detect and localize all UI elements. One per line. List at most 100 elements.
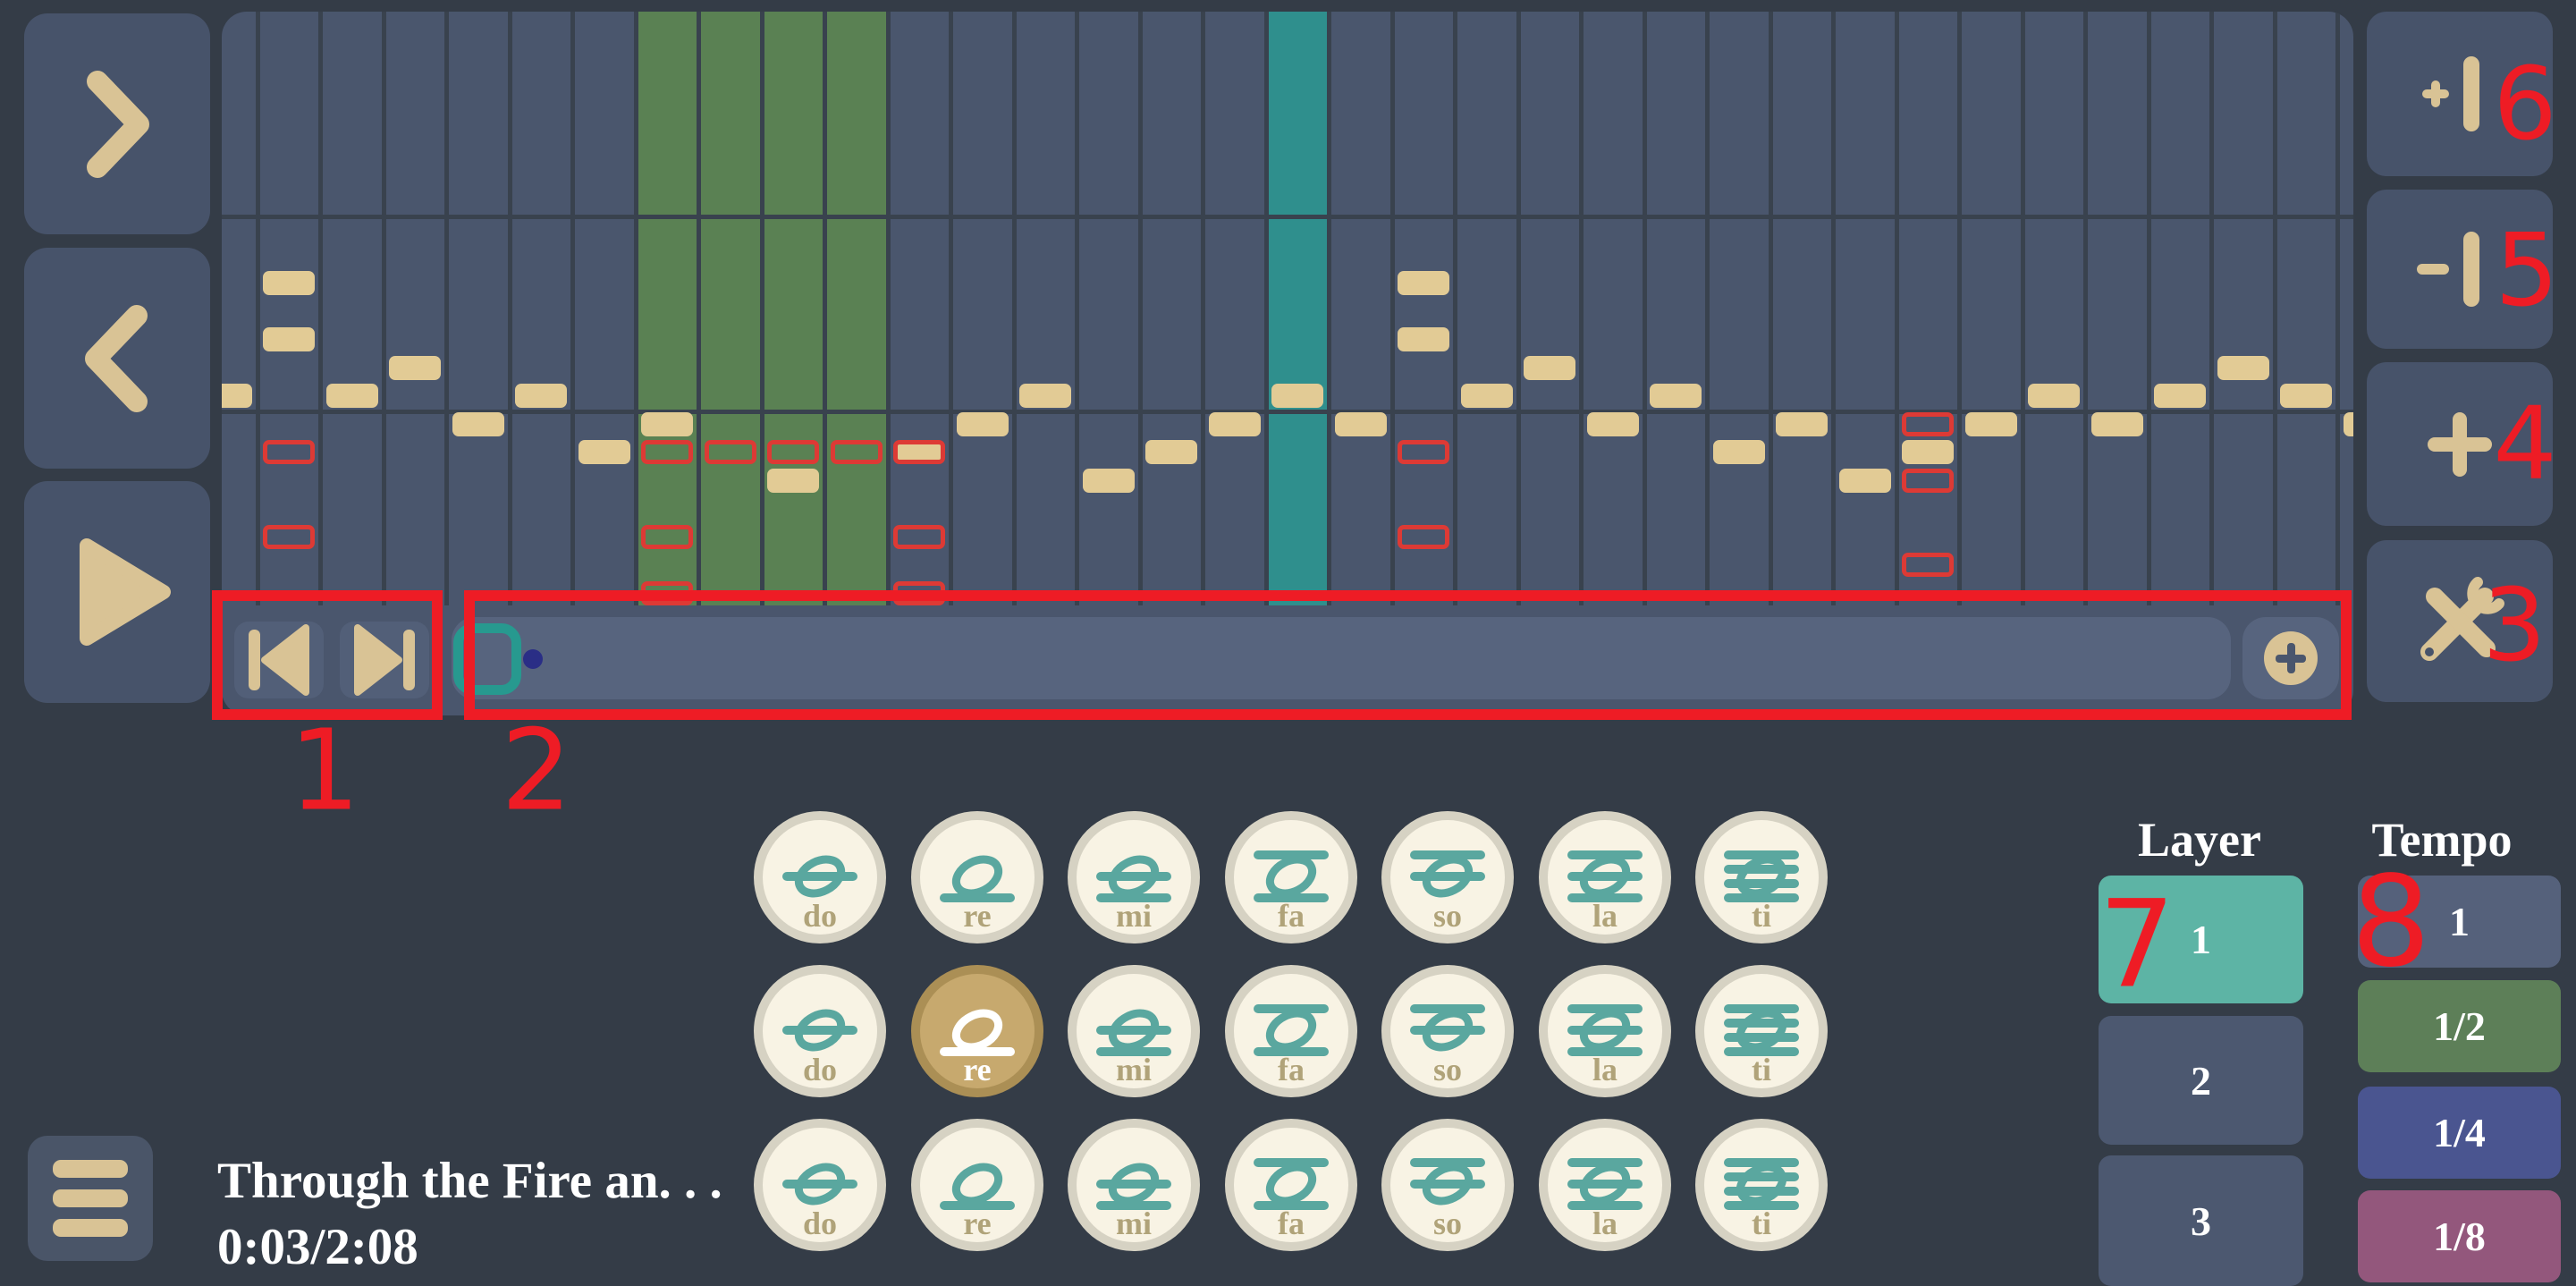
note-hit[interactable] — [222, 384, 252, 408]
note-hit[interactable] — [1398, 327, 1449, 351]
note-hit[interactable] — [452, 411, 504, 436]
menu-button[interactable] — [28, 1136, 153, 1261]
note-button-mi[interactable]: mi — [1068, 811, 1200, 943]
note-hit[interactable] — [1398, 271, 1449, 295]
note-button-do[interactable]: do — [754, 1119, 886, 1251]
note-hit[interactable] — [767, 468, 819, 493]
play-button[interactable] — [24, 481, 210, 703]
note-button-la[interactable]: la — [1539, 965, 1671, 1097]
note-button-so[interactable]: so — [1381, 811, 1514, 943]
note-glyph-ti-icon — [1724, 1158, 1799, 1210]
prev-page-button[interactable] — [24, 248, 210, 469]
note-miss[interactable] — [1902, 468, 1954, 493]
note-hit[interactable] — [1586, 411, 1639, 436]
note-hit[interactable] — [1712, 440, 1765, 464]
add-note-button[interactable] — [2367, 362, 2553, 526]
note-button-re[interactable]: re — [911, 965, 1043, 1097]
note-hit[interactable] — [515, 384, 567, 408]
note-hit[interactable] — [389, 355, 441, 380]
note-hit[interactable] — [1902, 440, 1954, 464]
note-miss[interactable] — [1902, 553, 1954, 577]
note-hit[interactable] — [325, 384, 378, 408]
note-button-do[interactable]: do — [754, 965, 886, 1097]
next-page-button[interactable] — [24, 13, 210, 234]
note-hit[interactable] — [1334, 411, 1387, 436]
note-hit[interactable] — [1650, 384, 1702, 408]
note-hit[interactable] — [1776, 411, 1828, 436]
note-miss[interactable] — [1902, 411, 1954, 436]
note-miss[interactable] — [641, 440, 693, 464]
note-button-re[interactable]: re — [911, 811, 1043, 943]
note-button-so[interactable]: so — [1381, 965, 1514, 1097]
skip-to-start-button[interactable] — [234, 622, 324, 698]
note-hit[interactable] — [1524, 355, 1575, 380]
note-hit[interactable] — [2280, 384, 2332, 408]
plus-circle-icon[interactable] — [2264, 631, 2318, 685]
note-button-ti[interactable]: ti — [1695, 1119, 1828, 1251]
note-button-so[interactable]: so — [1381, 1119, 1514, 1251]
note-button-la[interactable]: la — [1539, 1119, 1671, 1251]
note-button-ti[interactable]: ti — [1695, 811, 1828, 943]
annotation-number-3: 3 — [2482, 568, 2546, 684]
note-miss[interactable] — [641, 524, 693, 549]
note-miss[interactable] — [704, 440, 756, 464]
note-button-fa[interactable]: fa — [1225, 811, 1357, 943]
note-hit[interactable] — [1082, 468, 1135, 493]
note-glyph-do-icon — [782, 855, 857, 898]
note-button-mi[interactable]: mi — [1068, 1119, 1200, 1251]
note-miss[interactable] — [1398, 440, 1449, 464]
note-miss[interactable] — [1398, 524, 1449, 549]
note-button-fa[interactable]: fa — [1225, 1119, 1357, 1251]
note-hit[interactable] — [263, 271, 315, 295]
note-hit[interactable] — [2217, 355, 2269, 380]
note-hit[interactable] — [2343, 411, 2353, 436]
tempo-option-1-2[interactable]: 1/2 — [2358, 980, 2561, 1072]
timeline-scrubber[interactable] — [452, 617, 2231, 699]
note-hit[interactable] — [1019, 384, 1071, 408]
note-hit-marked[interactable] — [893, 440, 945, 464]
note-hit[interactable] — [956, 411, 1009, 436]
note-button-la[interactable]: la — [1539, 811, 1671, 943]
zoom-out-horizontal-button[interactable] — [2367, 190, 2553, 349]
note-hit[interactable] — [1208, 411, 1261, 436]
tempo-title: Tempo — [2371, 813, 2513, 867]
note-hit[interactable] — [263, 327, 315, 351]
note-miss[interactable] — [263, 440, 315, 464]
note-hit[interactable] — [578, 440, 630, 464]
note-button-label: so — [1432, 1052, 1462, 1087]
playhead-knob[interactable] — [453, 623, 521, 695]
grid-line-vertical — [1263, 12, 1269, 605]
note-hit[interactable] — [1838, 468, 1891, 493]
note-hit[interactable] — [641, 411, 693, 436]
note-hit[interactable] — [1460, 384, 1513, 408]
tempo-option-1-8[interactable]: 1/8 — [2358, 1190, 2561, 1282]
note-button-do[interactable]: do — [754, 811, 886, 943]
skip-to-end-button[interactable] — [340, 622, 429, 698]
grid-line-vertical — [697, 12, 701, 605]
note-hit[interactable] — [1964, 411, 2017, 436]
zoom-in-horizontal-button[interactable] — [2367, 12, 2553, 176]
layer-option-1[interactable]: 1 — [2099, 876, 2303, 1003]
note-hit[interactable] — [2090, 411, 2143, 436]
note-hit[interactable] — [2154, 384, 2206, 408]
settings-tools-button[interactable] — [2367, 540, 2553, 702]
layer-option-3[interactable]: 3 — [2099, 1155, 2303, 1286]
note-glyph-re-icon — [940, 855, 1015, 902]
tempo-option-1[interactable]: 1 — [2358, 876, 2561, 968]
layer-option-2[interactable]: 2 — [2099, 1016, 2303, 1145]
note-button-ti[interactable]: ti — [1695, 965, 1828, 1097]
tempo-option-1-4[interactable]: 1/4 — [2358, 1087, 2561, 1179]
note-button-re[interactable]: re — [911, 1119, 1043, 1251]
note-hit[interactable] — [2028, 384, 2080, 408]
annotation-number-5: 5 — [2495, 213, 2559, 329]
note-miss[interactable] — [893, 524, 945, 549]
note-miss[interactable] — [263, 524, 315, 549]
note-miss[interactable] — [830, 440, 883, 464]
grid-line-horizontal — [222, 410, 2353, 414]
note-miss[interactable] — [767, 440, 819, 464]
note-button-mi[interactable]: mi — [1068, 965, 1200, 1097]
note-glyph-do-icon — [782, 1009, 857, 1052]
note-hit[interactable] — [1145, 440, 1197, 464]
note-hit[interactable] — [1271, 384, 1323, 408]
note-button-fa[interactable]: fa — [1225, 965, 1357, 1097]
